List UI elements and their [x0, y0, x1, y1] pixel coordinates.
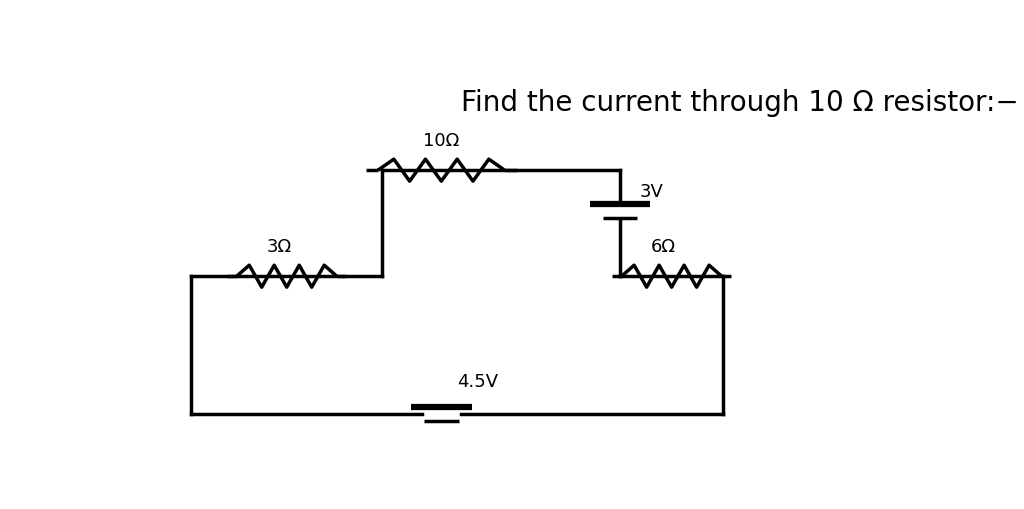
- Text: 4.5V: 4.5V: [458, 373, 499, 390]
- Text: 10Ω: 10Ω: [423, 131, 460, 149]
- Text: 3Ω: 3Ω: [266, 237, 292, 255]
- Text: Find the current through 10 Ω resistor:−: Find the current through 10 Ω resistor:−: [461, 89, 1019, 117]
- Text: 3V: 3V: [640, 182, 664, 200]
- Text: 6Ω: 6Ω: [651, 237, 676, 255]
